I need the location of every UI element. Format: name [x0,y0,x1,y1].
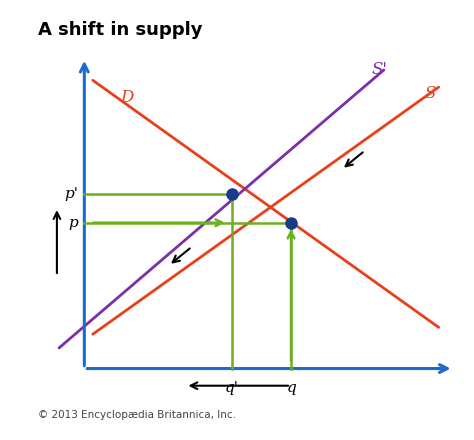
Text: p': p' [64,187,78,201]
Text: p: p [68,216,78,230]
Text: q': q' [225,381,239,395]
Text: q: q [286,381,296,395]
Text: S: S [425,85,436,103]
Text: © 2013 Encyclopædia Britannica, Inc.: © 2013 Encyclopædia Britannica, Inc. [38,410,236,420]
Text: A shift in supply: A shift in supply [38,21,202,39]
Text: S': S' [372,62,388,78]
Text: D: D [120,89,133,106]
